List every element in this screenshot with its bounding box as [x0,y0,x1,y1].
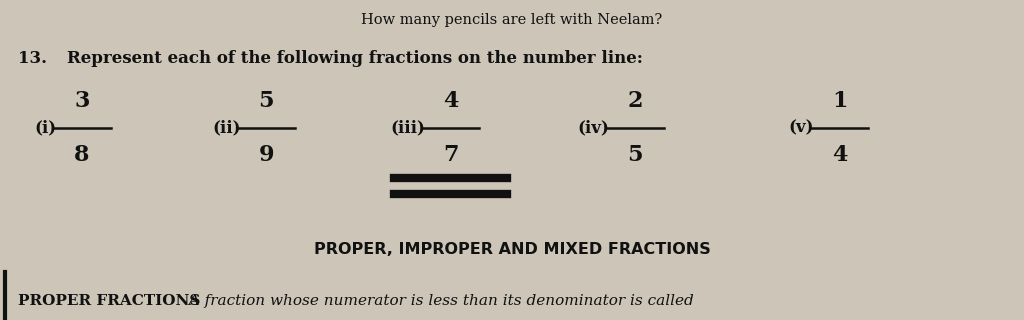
Text: 1: 1 [831,90,848,112]
Text: PROPER FRACTIONS: PROPER FRACTIONS [18,294,201,308]
Text: (iv): (iv) [578,119,609,137]
Text: 7: 7 [442,144,459,166]
Text: Represent each of the following fractions on the number line:: Represent each of the following fraction… [67,50,642,67]
Text: 8: 8 [74,144,90,166]
Text: 4: 4 [442,90,459,112]
Text: (ii): (ii) [212,119,241,137]
Text: PROPER, IMPROPER AND MIXED FRACTIONS: PROPER, IMPROPER AND MIXED FRACTIONS [313,242,711,257]
Text: (iii): (iii) [390,119,425,137]
Text: A fraction whose numerator is less than its denominator is called: A fraction whose numerator is less than … [179,294,694,308]
Text: (i): (i) [34,119,56,137]
Text: 5: 5 [627,144,643,166]
Text: 13.: 13. [18,50,47,67]
Text: How many pencils are left with Neelam?: How many pencils are left with Neelam? [361,13,663,27]
Text: 5: 5 [258,90,274,112]
Text: (v): (v) [788,119,814,137]
Text: 9: 9 [258,144,274,166]
Text: 3: 3 [74,90,90,112]
Text: 4: 4 [831,144,848,166]
Text: 2: 2 [627,90,643,112]
